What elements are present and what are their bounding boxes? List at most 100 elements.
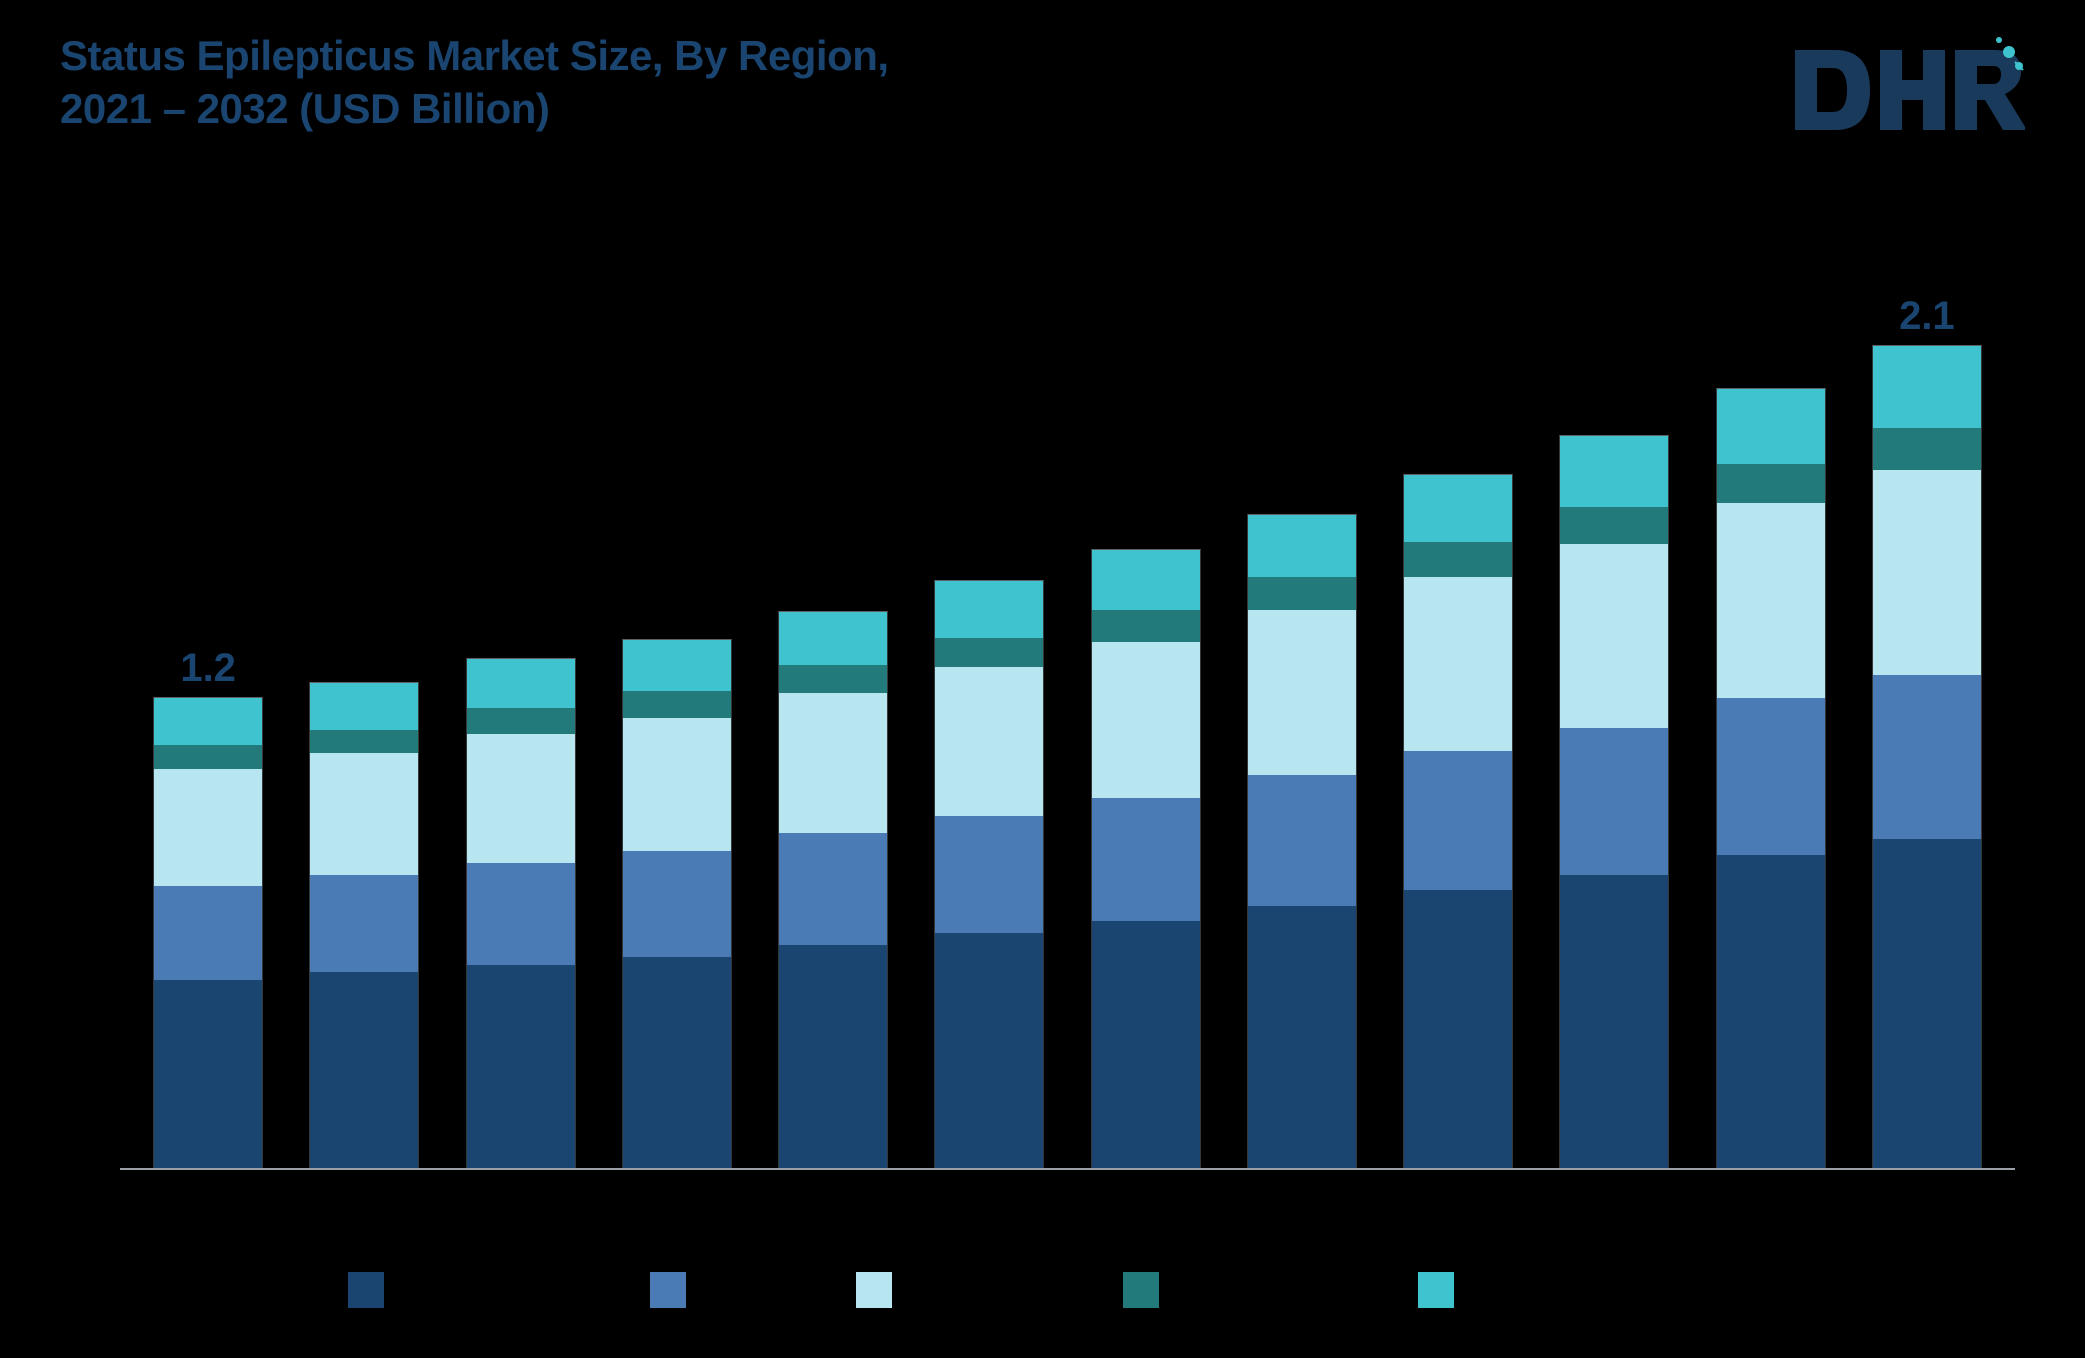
bar-group	[1068, 549, 1224, 1168]
legend-label: Asia Pacific	[906, 1274, 1063, 1306]
bar-segment	[1092, 798, 1200, 921]
stacked-bar: 1.2	[153, 697, 263, 1168]
stacked-bar: 2.1	[1872, 345, 1982, 1168]
bar-segment	[310, 753, 418, 874]
bar-segment	[1248, 515, 1356, 578]
bar-segment	[623, 718, 731, 851]
bar-group	[911, 580, 1067, 1168]
bar-group	[1693, 388, 1849, 1168]
bar-segment	[1092, 550, 1200, 611]
bar-segment	[467, 708, 575, 733]
bar-group: 1.2	[130, 697, 286, 1168]
stacked-bar	[934, 580, 1044, 1168]
bar-group	[1536, 435, 1692, 1168]
bar-segment	[1404, 890, 1512, 1168]
bar-segment	[1560, 875, 1668, 1168]
legend: North America Europe Asia Pacific Latin Ame…	[0, 1272, 2085, 1308]
bar-segment	[1092, 921, 1200, 1168]
bar-segment	[1717, 698, 1825, 855]
legend-label: Middle East & Africa	[1468, 1274, 1738, 1306]
bar-segment	[1092, 610, 1200, 641]
bar-segment	[154, 698, 262, 745]
x-tick-label: 2029	[1380, 1185, 1536, 1216]
x-tick-label: 2030	[1536, 1185, 1692, 1216]
x-tick-label: 2022	[286, 1185, 442, 1216]
bar-segment	[154, 886, 262, 980]
bar-segment	[779, 612, 887, 665]
bar-segment	[467, 965, 575, 1168]
stacked-bar	[466, 658, 576, 1168]
x-tick-label: 2026	[911, 1185, 1067, 1216]
bar-group: 2.1	[1849, 345, 2005, 1168]
legend-item: Latin America	[1123, 1272, 1357, 1308]
stacked-bar	[1716, 388, 1826, 1168]
x-tick-label: 2031	[1693, 1185, 1849, 1216]
bar-segment	[779, 665, 887, 692]
bar-segment	[623, 691, 731, 718]
stacked-bar	[1559, 435, 1669, 1168]
bar-segment	[1873, 428, 1981, 469]
bar-segment	[310, 972, 418, 1168]
bar-segment	[1873, 470, 1981, 675]
bar-segment	[935, 638, 1043, 667]
bar-segment	[779, 945, 887, 1168]
legend-label: Europe	[700, 1274, 796, 1306]
bar-group	[443, 658, 599, 1168]
bar-segment	[1717, 503, 1825, 699]
bar-value-label: 1.2	[180, 646, 236, 691]
stacked-bar	[622, 639, 732, 1168]
bar-segment	[1248, 577, 1356, 610]
title-line-1: Status Epilepticus Market Size, By Regio…	[60, 30, 889, 83]
legend-label: Latin America	[1173, 1274, 1357, 1306]
bar-segment	[1873, 675, 1981, 839]
bar-segment	[935, 933, 1043, 1168]
x-tick-label: 2025	[755, 1185, 911, 1216]
bar-segment	[935, 816, 1043, 933]
bar-segment	[310, 730, 418, 753]
legend-item: Europe	[650, 1272, 796, 1308]
bar-segment	[623, 851, 731, 957]
x-tick-label: 2024	[599, 1185, 755, 1216]
bar-segment	[310, 875, 418, 973]
dhr-logo	[1785, 30, 2025, 150]
bar-segment	[779, 833, 887, 945]
legend-swatch	[650, 1272, 686, 1308]
bar-segment	[154, 980, 262, 1168]
legend-swatch	[1418, 1272, 1454, 1308]
bar-group	[286, 682, 442, 1168]
legend-swatch	[1123, 1272, 1159, 1308]
bar-segment	[154, 769, 262, 886]
chart-title: Status Epilepticus Market Size, By Regio…	[60, 30, 889, 135]
x-tick-label: 2027	[1068, 1185, 1224, 1216]
bar-segment	[1717, 855, 1825, 1168]
x-tick-label: 2021	[130, 1185, 286, 1216]
bar-segment	[1404, 577, 1512, 751]
bar-segment	[1092, 642, 1200, 799]
bar-value-label: 2.1	[1899, 294, 1955, 339]
bar-segment	[1560, 436, 1668, 506]
bar-segment	[467, 863, 575, 965]
stacked-bar	[778, 611, 888, 1168]
bar-segment	[467, 734, 575, 863]
stacked-bar	[1247, 514, 1357, 1168]
stacked-bar	[1403, 474, 1513, 1168]
chart-plot-area: 1.2 2.1	[120, 270, 2015, 1170]
x-axis-baseline	[120, 1168, 2015, 1170]
bar-segment	[1248, 906, 1356, 1168]
bar-segment	[935, 667, 1043, 816]
bar-segment	[1404, 475, 1512, 542]
chart-container: Status Epilepticus Market Size, By Regio…	[0, 0, 2085, 1358]
legend-label: North America	[398, 1274, 590, 1306]
x-tick-label: 2028	[1224, 1185, 1380, 1216]
bar-segment	[1873, 839, 1981, 1168]
bar-segment	[779, 693, 887, 834]
legend-item: Middle East & Africa	[1418, 1272, 1738, 1308]
stacked-bar	[1091, 549, 1201, 1168]
bar-segment	[1873, 346, 1981, 428]
stacked-bar	[309, 682, 419, 1168]
x-tick-label: 2023	[443, 1185, 599, 1216]
bar-group	[1224, 514, 1380, 1168]
legend-item: Asia Pacific	[856, 1272, 1063, 1308]
bars-container: 1.2 2.1	[130, 268, 2005, 1168]
bar-segment	[1404, 542, 1512, 577]
